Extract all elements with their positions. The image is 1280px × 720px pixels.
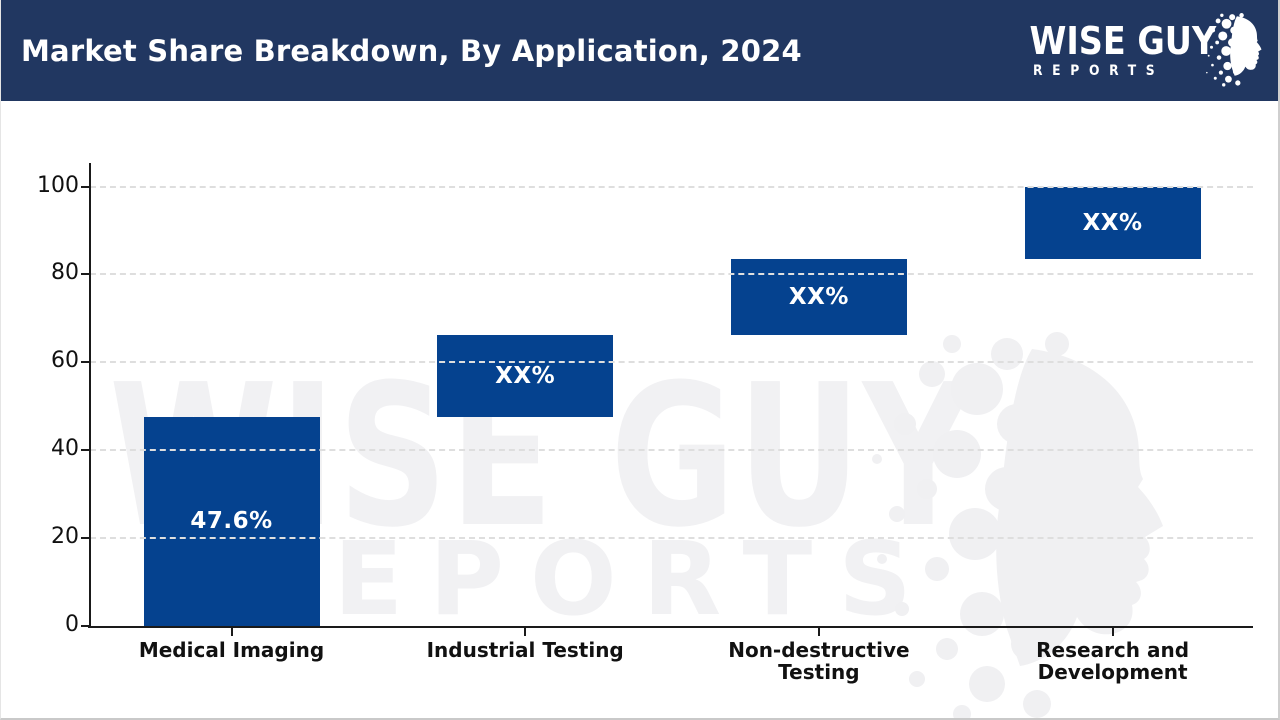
category-label: Research and Development — [1036, 638, 1190, 684]
logo-head-icon — [1206, 12, 1262, 87]
category-label: Medical Imaging — [138, 638, 325, 662]
y-tick-label-20: 20 — [51, 524, 79, 550]
y-tick-label-80: 80 — [51, 260, 79, 286]
bar-value-label: XX% — [788, 284, 849, 311]
y-tick-mark-60 — [81, 361, 89, 364]
gridline-40 — [90, 449, 1253, 452]
bar-value-label: XX% — [1082, 209, 1143, 236]
gridline-60 — [90, 361, 1253, 364]
y-tick-mark-20 — [81, 537, 89, 540]
y-tick-label-40: 40 — [51, 436, 79, 462]
chart-area: WISE GUY REPORTS 47.6% XX% XX% XX% 0 20 40 60 80… — [1, 101, 1278, 718]
bar-4: XX% — [1024, 186, 1201, 260]
watermark-head-icon — [868, 332, 1163, 718]
bar-value-label: 47.6% — [190, 508, 273, 535]
x-tick-mark — [524, 627, 527, 636]
x-tick-mark — [817, 627, 820, 636]
page-title: Market Share Breakdown, By Application, … — [21, 33, 802, 68]
x-tick-mark — [1111, 627, 1114, 636]
y-tick-mark-100 — [81, 185, 89, 188]
category-label: Non-destructive Testing — [728, 638, 910, 684]
x-tick-mark — [230, 627, 233, 636]
bar-value-label: XX% — [495, 362, 556, 389]
header-bar: Market Share Breakdown, By Application, … — [1, 0, 1278, 101]
category-label: Industrial Testing — [426, 638, 624, 662]
watermark-secondary-text: REPORTS — [229, 520, 938, 639]
bar-3: XX% — [730, 259, 907, 336]
logo-secondary-text: REPORTS — [1032, 63, 1165, 79]
wise-guy-logo: WISE GUY REPORTS — [1004, 0, 1266, 101]
y-tick-mark-80 — [81, 273, 89, 276]
y-tick-mark-40 — [81, 449, 89, 452]
y-tick-label-100: 100 — [37, 172, 79, 198]
logo-text: WISE GUY REPORTS — [1029, 22, 1216, 79]
y-tick-mark-0 — [81, 625, 89, 627]
bar-1: 47.6% — [143, 416, 320, 626]
gridline-80 — [90, 273, 1253, 276]
y-tick-label-60: 60 — [51, 348, 79, 374]
bar-2: XX% — [437, 335, 614, 417]
gridline-20 — [90, 537, 1253, 540]
y-tick-label-0: 0 — [65, 612, 79, 637]
y-axis-line — [89, 163, 91, 628]
logo-primary-text: WISE GUY — [1029, 19, 1216, 63]
gridline-100 — [90, 185, 1253, 188]
x-axis-line — [88, 626, 1253, 628]
